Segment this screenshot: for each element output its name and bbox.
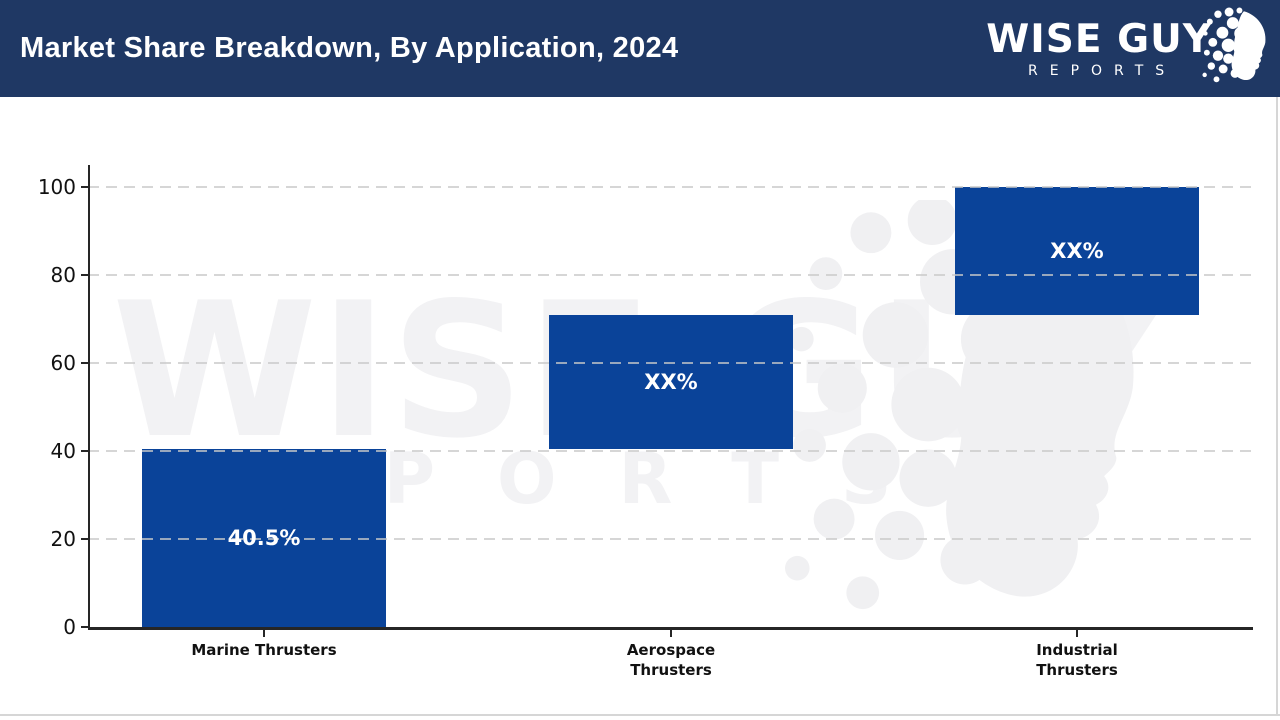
page-bottom-border [0,714,1280,716]
x-tick [263,630,265,637]
x-category-label: Aerospace Thrusters [626,641,716,679]
y-tick-40 [81,450,88,452]
header-bar: Market Share Breakdown, By Application, … [0,0,1280,97]
y-tick-60 [81,362,88,364]
x-category-label: Marine Thrusters [191,641,337,659]
y-tick-label-40: 40 [50,439,76,463]
bar-value-label: 40.5% [227,525,301,550]
page-title: Market Share Breakdown, By Application, … [20,32,679,64]
page-right-border [1276,97,1278,714]
watermark-face-dots-icon [785,200,1134,610]
y-tick-label-80: 80 [50,263,76,287]
y-tick-label-0: 0 [63,615,76,639]
y-tick-0 [81,626,88,628]
y-tick-label-20: 20 [50,527,76,551]
y-tick-label-60: 60 [50,351,76,375]
x-tick [670,630,672,637]
brand-logo: WISE GUY REPORTS [986,4,1272,94]
logo-reports-text: REPORTS [1028,62,1177,79]
y-tick-100 [81,186,88,188]
gridline-100 [88,186,1253,188]
y-tick-label-100: 100 [37,175,76,199]
y-tick-80 [81,274,88,276]
y-axis [88,165,90,627]
logo-wordmark: WISE GUY [986,16,1212,62]
y-tick-20 [81,538,88,540]
logo-face-dots-icon [1202,7,1266,83]
